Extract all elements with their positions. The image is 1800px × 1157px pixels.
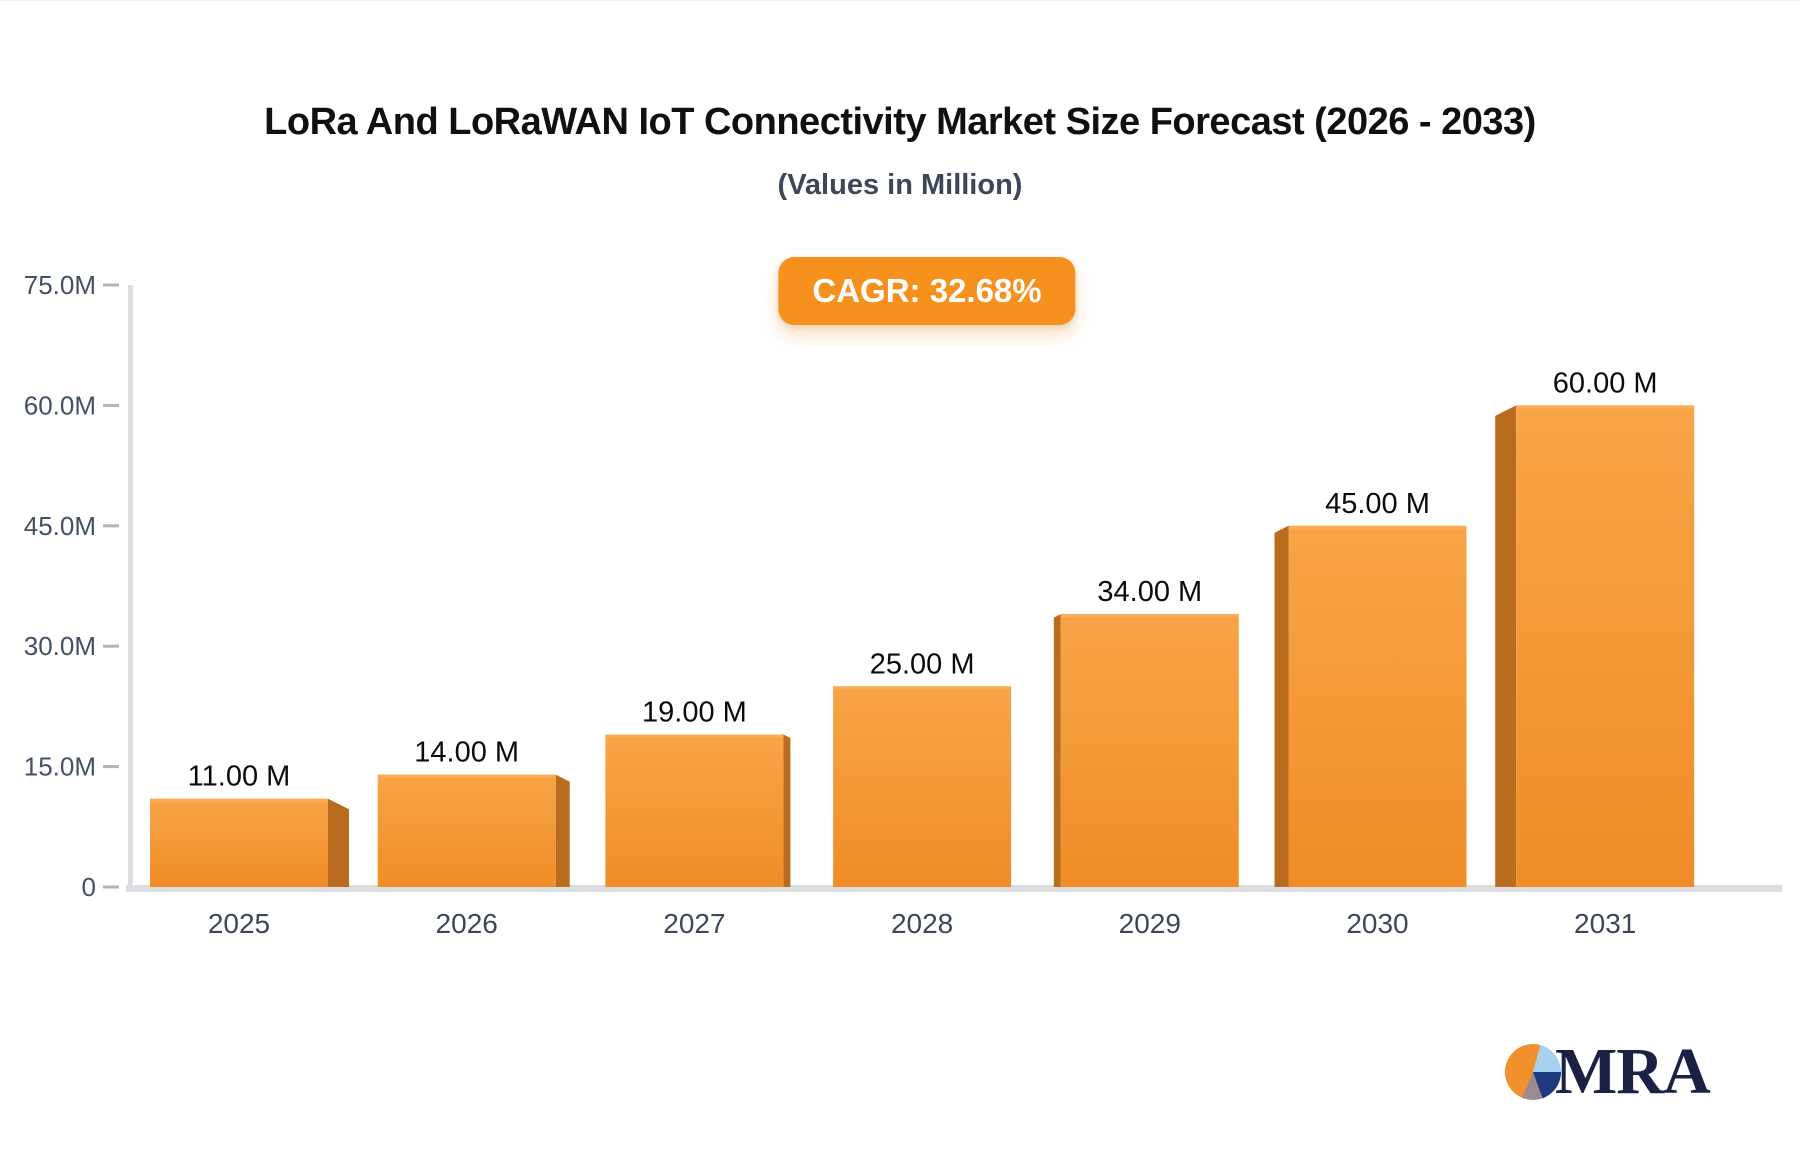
bar-2029 (1060, 614, 1239, 887)
bar-value-label: 11.00 M (188, 761, 291, 793)
bar-value-label: 34.00 M (1097, 576, 1202, 608)
pie-chart-icon (1505, 1044, 1561, 1100)
bar-top-edge (605, 734, 784, 738)
y-axis-tick (103, 644, 119, 648)
y-axis-tick-label: 60.0M (24, 390, 96, 420)
y-axis-tick-label: 75.0M (24, 270, 96, 300)
y-axis-tick (103, 765, 119, 769)
x-axis-label: 2025 (208, 908, 270, 939)
bar-2028 (833, 686, 1012, 887)
bar-value-label: 14.00 M (414, 737, 519, 769)
bar-2025 (150, 798, 328, 887)
brand-text: MRA (1555, 1035, 1711, 1108)
bar-side-face (1053, 614, 1061, 887)
y-axis-tick (103, 283, 119, 287)
bar-side-face (1274, 525, 1289, 887)
y-axis-tick (103, 403, 119, 407)
x-axis-label: 2030 (1346, 908, 1408, 939)
bar-top-edge (1060, 614, 1239, 618)
bar-value-label: 25.00 M (870, 648, 975, 680)
bar-side-face (555, 774, 570, 887)
bar-top-edge (150, 798, 328, 802)
cagr-badge-label: CAGR: 32.68% (812, 272, 1042, 309)
bar-top-edge (1288, 525, 1467, 529)
bar-top-edge (1516, 405, 1695, 409)
x-axis-label: 2028 (891, 908, 953, 939)
bar-top-edge (833, 686, 1012, 690)
bar-2027 (605, 734, 784, 887)
bar-2031 (1516, 405, 1695, 887)
x-axis-label: 2031 (1574, 908, 1636, 939)
bar-2026 (377, 774, 556, 887)
brand-logo: MRA (1505, 1035, 1711, 1108)
x-axis-label: 2027 (663, 908, 725, 939)
y-axis-tick-label: 15.0M (24, 752, 96, 782)
y-axis-tick-label: 0 (82, 872, 96, 902)
cagr-badge: CAGR: 32.68% (778, 257, 1076, 325)
bar-side-face (1495, 405, 1517, 887)
bar-value-label: 60.00 M (1553, 367, 1658, 399)
bar-top-edge (377, 774, 556, 778)
chart-subtitle: (Values in Million) (777, 169, 1023, 201)
bar-value-label: 19.00 M (642, 696, 747, 728)
bar-side-face (328, 798, 349, 887)
y-axis-tick-label: 45.0M (24, 511, 96, 541)
x-axis-label: 2026 (436, 908, 498, 939)
y-axis-tick (103, 524, 119, 528)
x-axis-baseline (126, 885, 1782, 892)
y-axis-line (128, 285, 133, 887)
y-axis-tick-label: 30.0M (24, 631, 96, 661)
bar-value-label: 45.00 M (1325, 488, 1430, 520)
x-axis-label: 2029 (1119, 908, 1181, 939)
y-axis-tick (103, 885, 119, 889)
bar-2030 (1288, 525, 1467, 887)
bar-side-face (783, 734, 791, 887)
page-title: LoRa And LoRaWAN IoT Connectivity Market… (264, 101, 1536, 143)
